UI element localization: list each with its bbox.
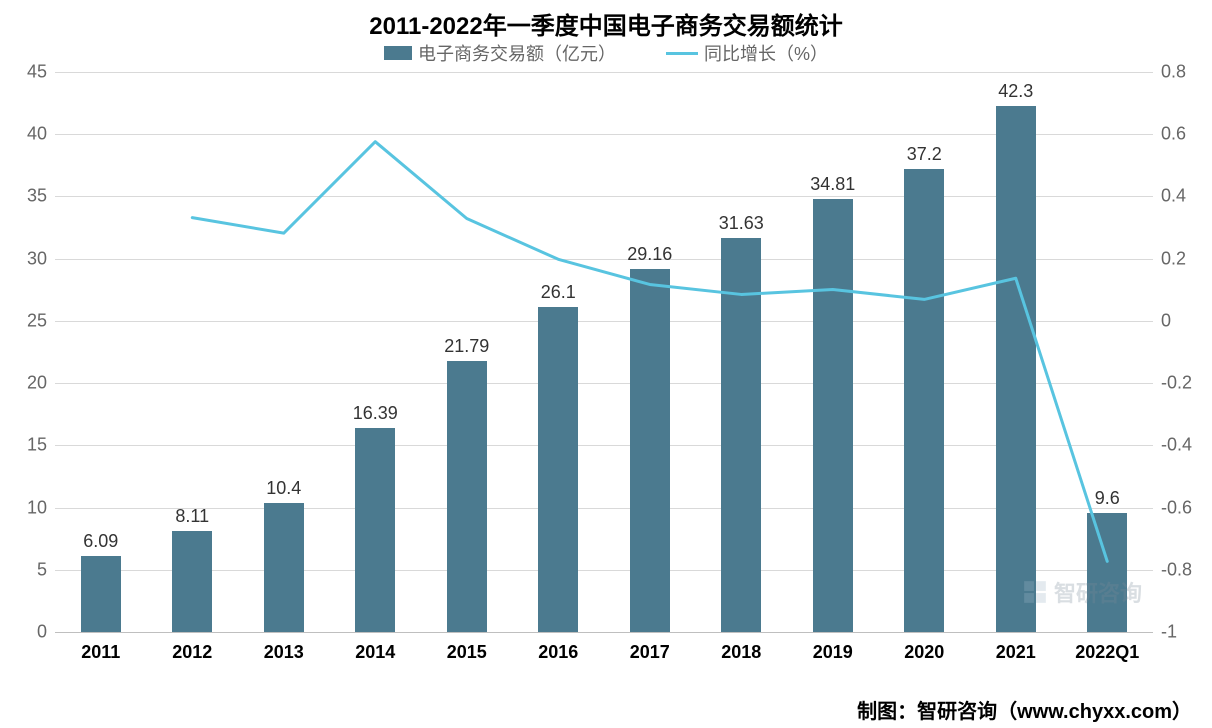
legend-swatch-line [666,52,698,55]
x-tick-label: 2013 [264,632,304,663]
plot-area: 6.098.1110.416.3921.7926.129.1631.6334.8… [55,72,1153,632]
legend-item-line: 同比增长（%） [666,40,828,66]
x-tick-label: 2016 [538,632,578,663]
y-right-tick: 0.8 [1153,62,1186,83]
x-tick-label: 2014 [355,632,395,663]
x-tick-label: 2015 [447,632,487,663]
y-right-tick: 0.4 [1153,186,1186,207]
y-right-tick: 0.6 [1153,124,1186,145]
x-tick-label: 2019 [813,632,853,663]
x-tick-label: 2021 [996,632,1036,663]
legend: 电子商务交易额（亿元） 同比增长（%） [0,40,1212,66]
y-left-tick: 45 [27,62,55,83]
chart-title: 2011-2022年一季度中国电子商务交易额统计 [0,6,1212,41]
y-left-tick: 15 [27,435,55,456]
y-right-tick: 0 [1153,310,1171,331]
y-left-tick: 40 [27,124,55,145]
y-right-tick: 0.2 [1153,248,1186,269]
y-left-tick: 0 [37,622,55,643]
y-left-tick: 35 [27,186,55,207]
chart-container: 2011-2022年一季度中国电子商务交易额统计 电子商务交易额（亿元） 同比增… [0,0,1212,728]
y-left-tick: 5 [37,559,55,580]
x-labels-layer: 2011201220132014201520162017201820192020… [55,72,1153,632]
watermark-logo-icon [1022,579,1048,605]
x-tick-label: 2022Q1 [1075,632,1139,663]
x-tick-label: 2011 [81,632,120,663]
y-left-tick: 20 [27,373,55,394]
x-tick-label: 2012 [172,632,212,663]
x-tick-label: 2018 [721,632,761,663]
y-right-tick: -0.2 [1153,373,1192,394]
watermark-text: 智研咨询 [1054,576,1142,608]
credit-text: 制图：智研咨询（www.chyxx.com） [857,695,1192,724]
x-tick-label: 2020 [904,632,944,663]
x-axis-line [55,632,1153,633]
y-left-tick: 10 [27,497,55,518]
watermark: 智研咨询 [1022,576,1142,608]
x-tick-label: 2017 [630,632,670,663]
legend-label-line: 同比增长（%） [704,40,828,66]
y-right-tick: -1 [1153,622,1177,643]
y-left-tick: 30 [27,248,55,269]
y-right-tick: -0.6 [1153,497,1192,518]
legend-label-bar: 电子商务交易额（亿元） [418,40,616,66]
legend-item-bar: 电子商务交易额（亿元） [384,40,616,66]
y-left-tick: 25 [27,310,55,331]
y-right-tick: -0.4 [1153,435,1192,456]
y-right-tick: -0.8 [1153,559,1192,580]
legend-swatch-bar [384,46,412,60]
